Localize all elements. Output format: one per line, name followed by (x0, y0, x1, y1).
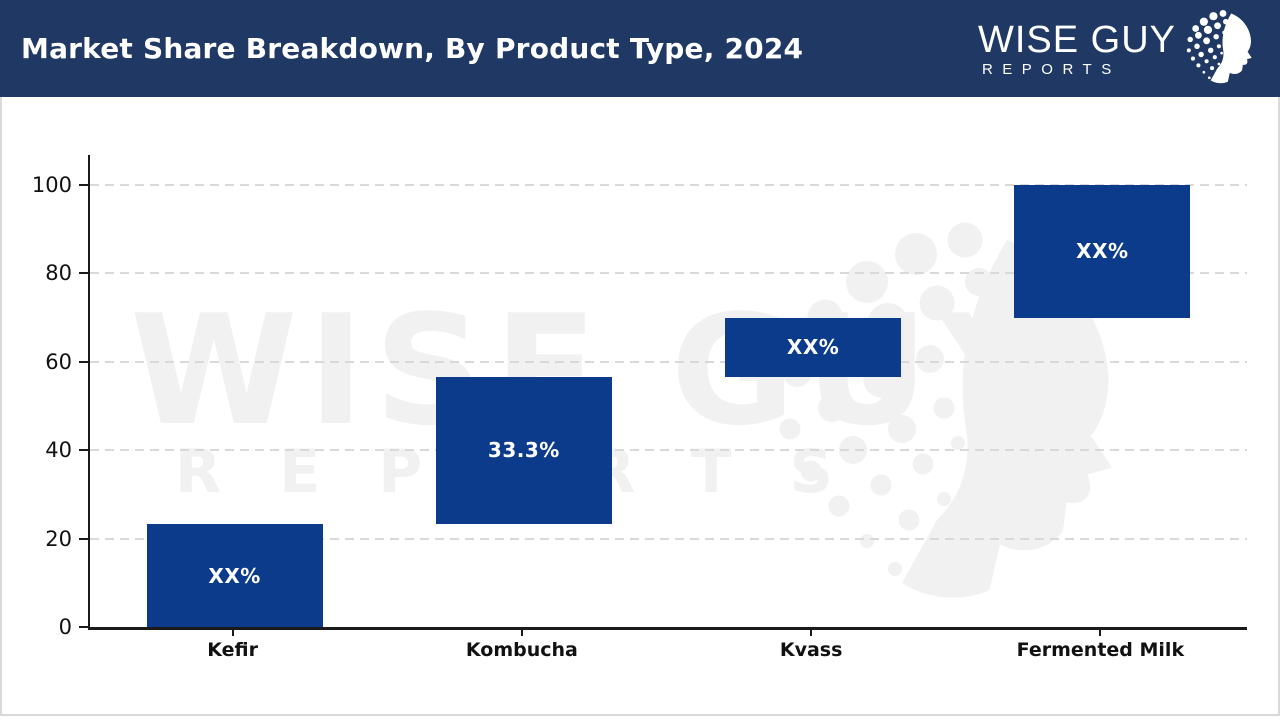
y-tick-mark (79, 449, 88, 452)
x-tick-mark (231, 627, 234, 636)
x-tick-mark (520, 627, 523, 636)
y-tick-mark (79, 626, 88, 628)
bar-kvass: XX% (725, 317, 902, 377)
y-tick-label: 0 (58, 615, 72, 639)
x-tick-label-kefir: Kefir (207, 639, 258, 661)
y-tick-label: 80 (45, 261, 72, 286)
bar-kombucha: 33.3% (435, 376, 612, 525)
gridline (90, 360, 1247, 363)
y-tick-label: 60 (45, 349, 72, 374)
card-border-bottom (0, 714, 1280, 716)
gridline (90, 449, 1247, 452)
y-tick-mark (79, 537, 88, 540)
bar-value-label: XX% (786, 335, 840, 360)
page-title: Market Share Breakdown, By Product Type,… (21, 32, 804, 65)
x-tick-label-fermented-milk: Fermented Milk (1016, 639, 1185, 661)
wise-guy-logo: WISE GUY REPORTS (978, 6, 1264, 92)
gridline (90, 537, 1247, 540)
x-tick-label-kvass: Kvass (779, 639, 843, 661)
y-tick-label: 40 (45, 438, 72, 463)
bar-value-label: 33.3% (487, 438, 560, 463)
card-border-left (0, 97, 2, 716)
x-tick-mark (810, 627, 813, 636)
logo-subtitle: REPORTS (981, 61, 1121, 78)
logo-wordmark: WISE GUY (977, 19, 1176, 61)
bar-value-label: XX% (208, 563, 261, 588)
y-tick-label: 100 (31, 173, 72, 197)
y-tick-label: 20 (45, 526, 72, 551)
plot-area: XX% 33.3% XX% XX% (88, 155, 1247, 630)
header-band: Market Share Breakdown, By Product Type,… (0, 0, 1280, 97)
logo-text: WISE GUY REPORTS (978, 20, 1176, 78)
y-tick-mark (79, 272, 88, 275)
logo-dotface-icon (1186, 10, 1252, 84)
x-tick-mark (1099, 627, 1102, 636)
y-tick-mark (79, 360, 88, 363)
y-tick-mark (79, 184, 88, 186)
bar-kefir: XX% (146, 524, 323, 627)
x-tick-label-kombucha: Kombucha (465, 639, 578, 661)
bar-fermented-milk: XX% (1014, 185, 1191, 318)
bar-value-label: XX% (1076, 239, 1129, 264)
gridline (90, 272, 1247, 275)
card-border-right (1278, 97, 1280, 716)
gridline (90, 184, 1247, 186)
